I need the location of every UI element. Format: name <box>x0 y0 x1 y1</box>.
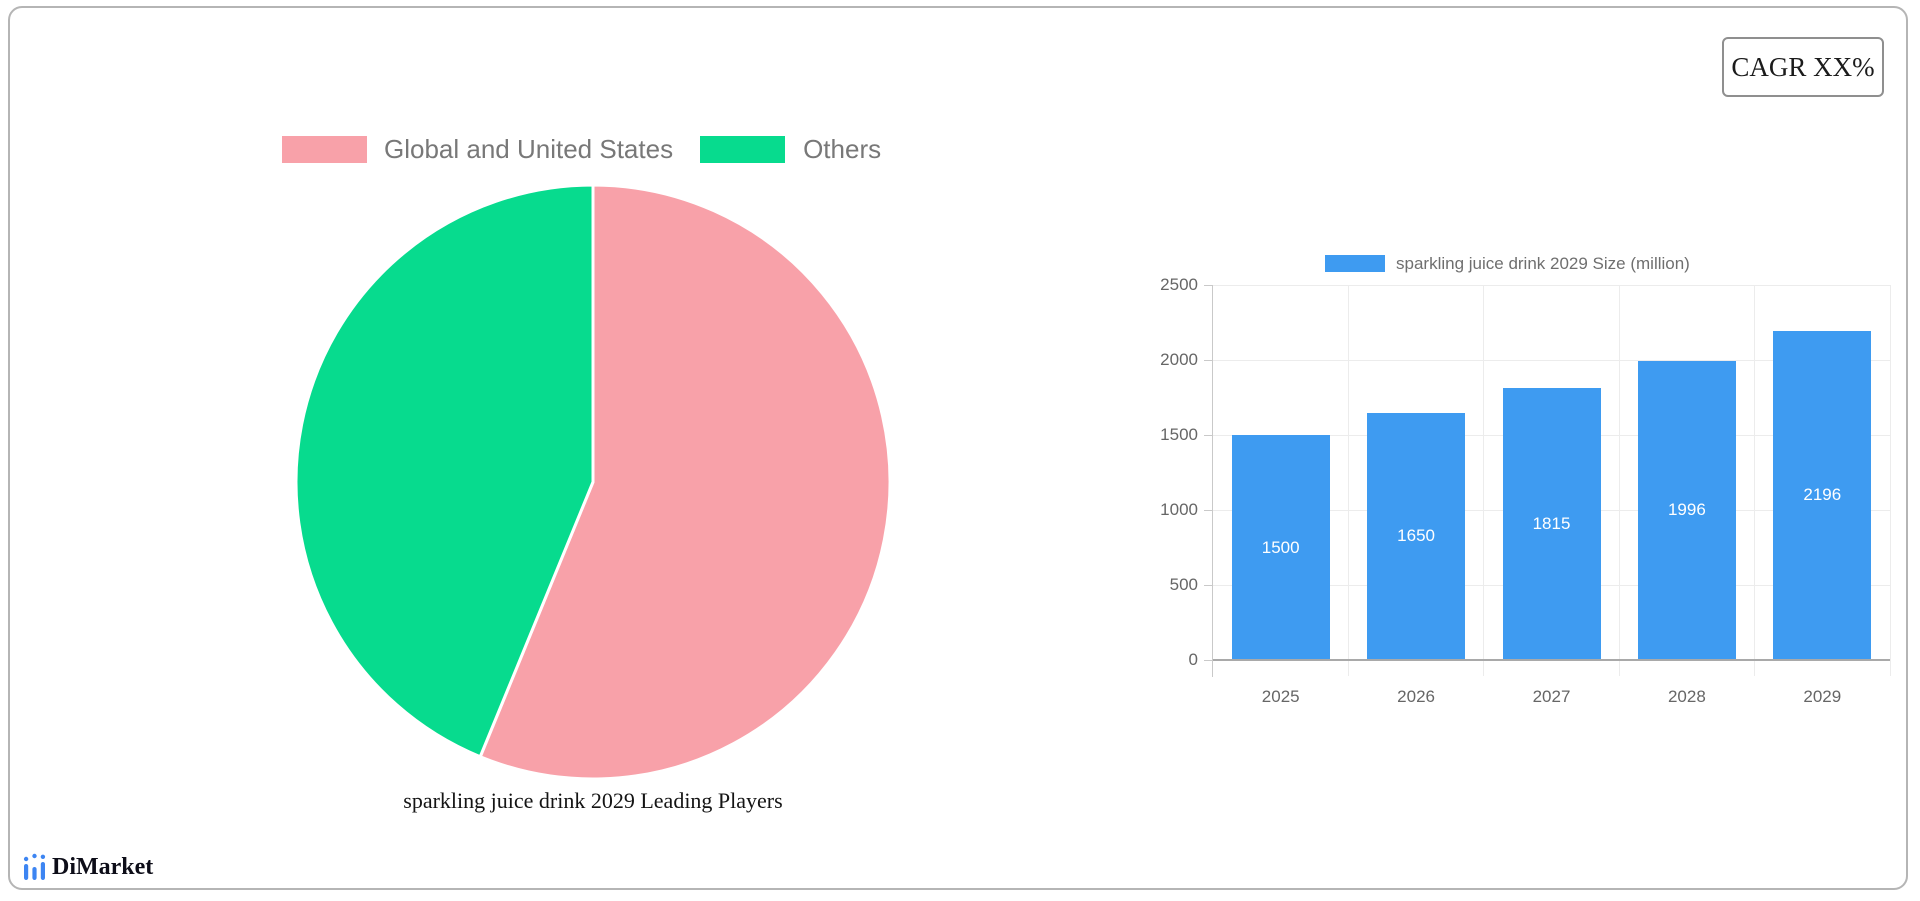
y-tick-label: 500 <box>1169 575 1198 594</box>
y-tick-mark <box>1204 284 1213 286</box>
x-tick-label: 2027 <box>1532 687 1571 706</box>
x-tick-label: 2025 <box>1261 687 1300 706</box>
y-gridline <box>1213 284 1890 286</box>
pie-legend-label-others[interactable]: Others <box>803 133 882 164</box>
x-gridline <box>1347 285 1349 676</box>
bar-2026[interactable] <box>1367 412 1466 660</box>
y-tick-label: 1000 <box>1160 500 1198 519</box>
bar-value-label: 1500 <box>1261 537 1300 557</box>
x-gridline <box>1754 285 1756 676</box>
x-tick-label: 2029 <box>1803 687 1842 706</box>
bar-legend-label[interactable]: sparkling juice drink 2029 Size (million… <box>1396 253 1690 273</box>
y-tick-label: 2000 <box>1160 350 1198 369</box>
pie-legend-swatch-others[interactable] <box>700 135 786 163</box>
bar-value-label: 1650 <box>1397 526 1435 546</box>
y-tick-mark <box>1204 434 1213 436</box>
pie-slice-0[interactable] <box>478 183 892 781</box>
bar-legend-swatch[interactable] <box>1325 255 1385 272</box>
cagr-badge: CAGR XX% <box>1722 37 1884 97</box>
pie-legend-label-global[interactable]: Global and United States <box>384 133 674 164</box>
y-tick-mark <box>1204 509 1213 511</box>
pie-legend-swatch-global[interactable] <box>282 135 367 163</box>
y-tick-label: 1500 <box>1160 425 1198 444</box>
y-tick-label: 2500 <box>1160 275 1198 294</box>
bar-2025[interactable] <box>1231 435 1330 660</box>
bar-value-label: 1815 <box>1532 513 1571 533</box>
bar-2027[interactable] <box>1502 387 1601 660</box>
bar-value-label: 2196 <box>1803 485 1842 505</box>
x-tick-label: 2028 <box>1667 687 1706 706</box>
bar-2029[interactable] <box>1773 330 1872 660</box>
brand-name: DiMarket <box>52 853 154 880</box>
x-gridline <box>1889 285 1891 676</box>
brand-bars-icon <box>23 853 46 880</box>
pie-slice-1[interactable] <box>294 183 595 759</box>
y-tick-mark <box>1204 359 1213 361</box>
pie-legend: Global and United States Others <box>282 132 881 166</box>
bar-2028[interactable] <box>1637 360 1736 660</box>
y-tick-mark <box>1204 659 1213 661</box>
x-tick-label: 2026 <box>1397 687 1435 706</box>
brand-logo: DiMarket <box>23 852 153 880</box>
y-gridline <box>1213 359 1890 361</box>
y-tick-label: 0 <box>1188 650 1198 669</box>
bar-value-label: 1996 <box>1667 500 1706 520</box>
pie-chart <box>293 182 893 782</box>
y-axis-line <box>1212 285 1213 677</box>
bar-legend: sparkling juice drink 2029 Size (million… <box>1325 254 1690 273</box>
pie-chart-title: sparkling juice drink 2029 Leading Playe… <box>403 788 783 813</box>
x-gridline <box>1483 285 1485 676</box>
pie-svg <box>294 183 892 781</box>
y-tick-mark <box>1204 584 1213 586</box>
x-gridline <box>1618 285 1620 676</box>
x-axis-baseline <box>1213 659 1890 661</box>
